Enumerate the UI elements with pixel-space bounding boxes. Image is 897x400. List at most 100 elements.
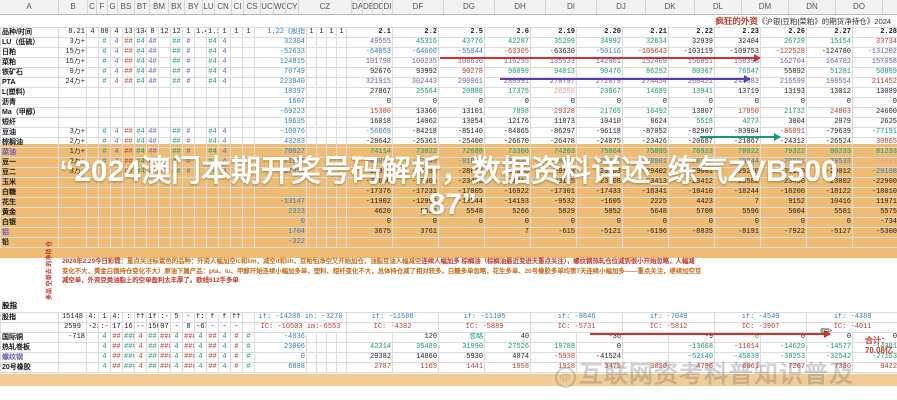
row-volume-0: 3万+ <box>58 37 87 48</box>
table-row[interactable]: Ma（甲醇） -69223 15380 13366 13101 7898 29328 2176… <box>0 107 897 118</box>
column-header-uc-14[interactable]: UC <box>261 0 274 14</box>
row-6-value-11: 0 <box>852 97 897 108</box>
row-13-value-1: -28433 <box>392 167 439 178</box>
bottom-table-row[interactable]: 国际铜-7184#####4#####4###4##4##-4036120忽略4… <box>0 332 897 343</box>
table-row[interactable]: 铅 -322 <box>0 237 897 248</box>
table-row[interactable]: LU（低硫） 3万+ #4 ## #4 4# ## # #4 4 32304 49555 45316 43… <box>0 37 897 48</box>
row-0-mark-9 <box>194 37 207 48</box>
column-header-bt-6[interactable]: BT <box>135 0 150 14</box>
bottom-table-row[interactable]: 20号橡胶4#####4#####4###4##4##6888278711691… <box>0 362 897 373</box>
table-row[interactable]: 菜油 1万+ #4 ## #4 4# ## # #4 4 70627 74114 73022 72688 7… <box>0 147 897 158</box>
main-positions-table[interactable]: 品种/时间8.214884131348121211.41.11111.22《股指… <box>0 27 897 248</box>
table-row[interactable]: 豆油 3万+ #4 ## #4 4# ## # #4 4 -10076 -56869 -84218 -85… <box>0 127 897 138</box>
row-18-mark-6 <box>158 217 171 228</box>
row-19-mid-3 <box>336 227 347 238</box>
row-11-value-9: 79322 <box>760 147 807 158</box>
column-header-df-22[interactable]: DF <box>393 0 444 14</box>
column-header-g-4[interactable]: G <box>108 0 118 14</box>
row-18-mid-2 <box>326 217 337 228</box>
row-14-value-9: -23400 <box>760 177 807 188</box>
row-15-mark-4 <box>134 187 147 198</box>
table-row[interactable]: L(塑料) 18397 27867 25584 20888 17375 26250 23867… <box>0 87 897 98</box>
table-row[interactable]: 沥青16070000000000000 <box>0 97 897 108</box>
table-row[interactable]: 铁矿石 9万+ #4 ## #4 4# ## # #4 4 70749 92676 93992 90278… <box>0 67 897 78</box>
column-header-a-0[interactable]: A <box>0 0 59 14</box>
table-row[interactable]: PTA 24万+ #4 ## #4 4# ## # #4 4 223840 321915 302443 2… <box>0 77 897 88</box>
column-header-dg-23[interactable]: DG <box>444 0 495 14</box>
column-header-b-1[interactable]: B <box>59 0 88 14</box>
table-row[interactable]: 铝 1704 3675 3761 7 -615 -5121 -6196 -8835 -8191 -7… <box>0 227 897 238</box>
row-13-mid-2 <box>326 167 337 178</box>
ic-block-5: IC: -3967 <box>714 322 808 333</box>
table-row[interactable]: 短纤 18635 16018 14062 13054 12176 11873 10410 862… <box>0 117 897 128</box>
bottom-row-3-mark-12: # <box>230 362 243 373</box>
index-mark2-3: 16 <box>122 322 135 333</box>
column-header-dl-28[interactable]: DL <box>695 0 742 14</box>
column-header-dh-24[interactable]: DH <box>495 0 546 14</box>
row-14-mid-2 <box>326 177 337 188</box>
column-header-f-3[interactable]: F <box>97 0 108 14</box>
bottom-row-1-mid-1 <box>316 342 327 353</box>
table-row[interactable]: 花生 -13147 -11902 -12990 -13944 -14193 -9532 -16… <box>0 197 897 208</box>
pencil-icon[interactable]: ✏ <box>820 323 833 340</box>
row-15-value-1: -17231 <box>392 187 439 198</box>
column-header-da-18[interactable]: DA <box>352 0 363 14</box>
bottom-row-3-value-10: 7330 <box>806 362 854 373</box>
column-header-dj-26[interactable]: DJ <box>597 0 646 14</box>
column-header-dm-29[interactable]: DM <box>742 0 789 14</box>
column-header-ci-12[interactable]: CI <box>232 0 244 14</box>
table-row[interactable]: 豆二 3万+ #4 ## #4 4# ## # #4 4 -27990 -28014 -28433 -28… <box>0 167 897 178</box>
bottom-row-2-mark-10: ## <box>206 352 219 363</box>
row-label-12: 豆一 <box>0 157 59 168</box>
bottom-row-0-mark-8: ### <box>182 332 195 343</box>
column-header-cy-16[interactable]: CY <box>286 0 299 14</box>
bottom-row-0-mark-12: # <box>230 332 243 343</box>
column-header-dn-30[interactable]: DN <box>789 0 836 14</box>
column-header-dk-27[interactable]: DK <box>646 0 695 14</box>
column-header-by-9[interactable]: BY <box>185 0 203 14</box>
row-4-mark-1: # <box>98 77 111 88</box>
column-header-de-19[interactable]: DE <box>363 0 373 14</box>
table-row[interactable]: 白糖 -17376 -17231 -17005 -16922 -17301 -17433 -1… <box>0 187 897 198</box>
table-row[interactable]: 棕榈油 2万+ #4 ## #4 4# ## # #4 4 43283 -28642 -25361 -25… <box>0 137 897 148</box>
column-header-dd-20[interactable]: DD <box>373 0 383 14</box>
column-header-c-2[interactable]: C <box>88 0 97 14</box>
table-row[interactable]: 日粕 15万+ #4 ## #4 4# ## # #4 4 -52633 -64053 -64600 -5… <box>0 47 897 58</box>
row-9-mark-10: #4 <box>206 127 219 138</box>
column-header-lu-10[interactable]: LU <box>203 0 215 14</box>
table-row[interactable]: 菜粕 15万+ #4 ## #4 4# ## # #4 4 124815 101798 100235 10… <box>0 57 897 68</box>
row-volume-15 <box>58 187 87 198</box>
row-12-value-1: -82443 <box>392 157 439 168</box>
column-header-strip[interactable]: ABCFGBSBTBMBXBYLUCNCICSUCWCCYCZDADEDDDID… <box>0 0 897 15</box>
row-11-mark-4: #4 <box>134 147 147 158</box>
row-19-mark-13 <box>242 227 255 238</box>
row-4-value-10: 198554 <box>806 77 853 88</box>
row-19-mid-0 <box>306 227 317 238</box>
column-header-di-21[interactable]: DI <box>383 0 393 14</box>
row-19-mark-12 <box>230 227 243 238</box>
column-header-cs-13[interactable]: CS <box>244 0 261 14</box>
row-19-mid-1 <box>316 227 327 238</box>
index-section-label: 股指 <box>0 312 59 323</box>
bottom-table-row[interactable]: 热轧卷板4#####4#####4###4##4##23006423143548… <box>0 342 897 353</box>
bottom-row-0-value-2: 忽略 <box>438 332 486 343</box>
table-row[interactable]: 豆一 2万+ #4 ## #4 4# ## # #4 4 -71086 -83017 -82443 -81… <box>0 157 897 168</box>
column-header-cz-17[interactable]: CZ <box>299 0 352 14</box>
bottom-table-row[interactable]: 螺纹钢4#####4#####4###4##4##029382148605930… <box>0 352 897 363</box>
column-header-bs-5[interactable]: BS <box>118 0 135 14</box>
column-header-dp-32[interactable]: DP <box>883 0 897 14</box>
row-16-mark-6 <box>158 197 171 208</box>
table-row[interactable]: 黄金 2323 4620 5530 5548 5266 5829 5852 5648 5708 55… <box>0 207 897 218</box>
row-11-mark-8: # <box>182 147 195 158</box>
column-header-bx-8[interactable]: BX <box>169 0 185 14</box>
row-15-mid-2 <box>326 187 337 198</box>
column-header-wc-15[interactable]: WC <box>274 0 286 14</box>
column-header-do-31[interactable]: DO <box>836 0 883 14</box>
column-header-cn-11[interactable]: CN <box>215 0 232 14</box>
column-header-bm-7[interactable]: BM <box>150 0 169 14</box>
table-row[interactable]: 玉米 -24600 -23805 -23480 -23014 -23125 -23408 -2… <box>0 177 897 188</box>
row-16-value-10: 10416 <box>806 197 853 208</box>
column-header-di-25[interactable]: DI <box>546 0 597 14</box>
